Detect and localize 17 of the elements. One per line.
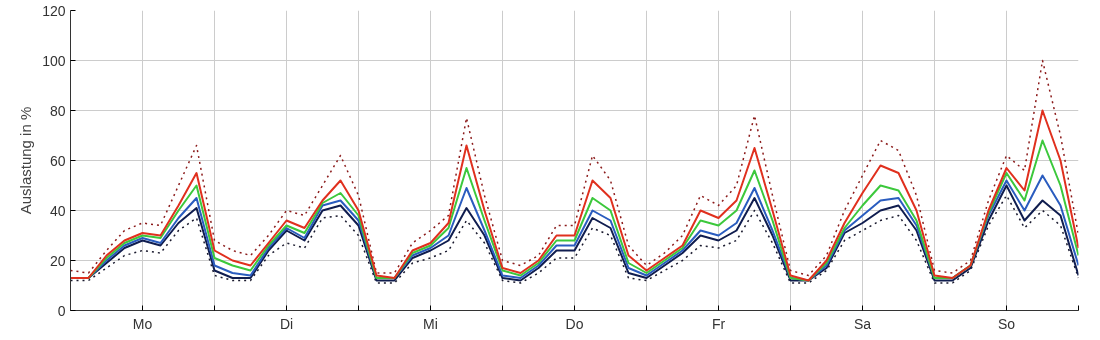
y-tick-label: 60 [49,152,66,169]
x-tick-label: Mo [132,315,153,332]
line-series [70,109,1079,282]
y-tick-label: 100 [42,52,66,69]
line-series [70,59,1079,277]
x-tick-label: Sa [853,315,872,332]
y-tick-label: 0 [57,302,66,319]
x-tick-label: So [997,315,1016,332]
y-tick-label: 80 [49,102,66,119]
y-tick-label: 40 [49,202,66,219]
x-tick-label: Di [279,315,294,332]
x-tick-label: Fr [711,315,726,332]
y-tick-label: 120 [42,2,66,19]
y-axis-title: Auslastung in % [17,106,35,215]
x-tick-label: Do [565,315,584,332]
x-tick-label: Mi [423,315,438,332]
y-tick-label: 20 [49,252,66,269]
